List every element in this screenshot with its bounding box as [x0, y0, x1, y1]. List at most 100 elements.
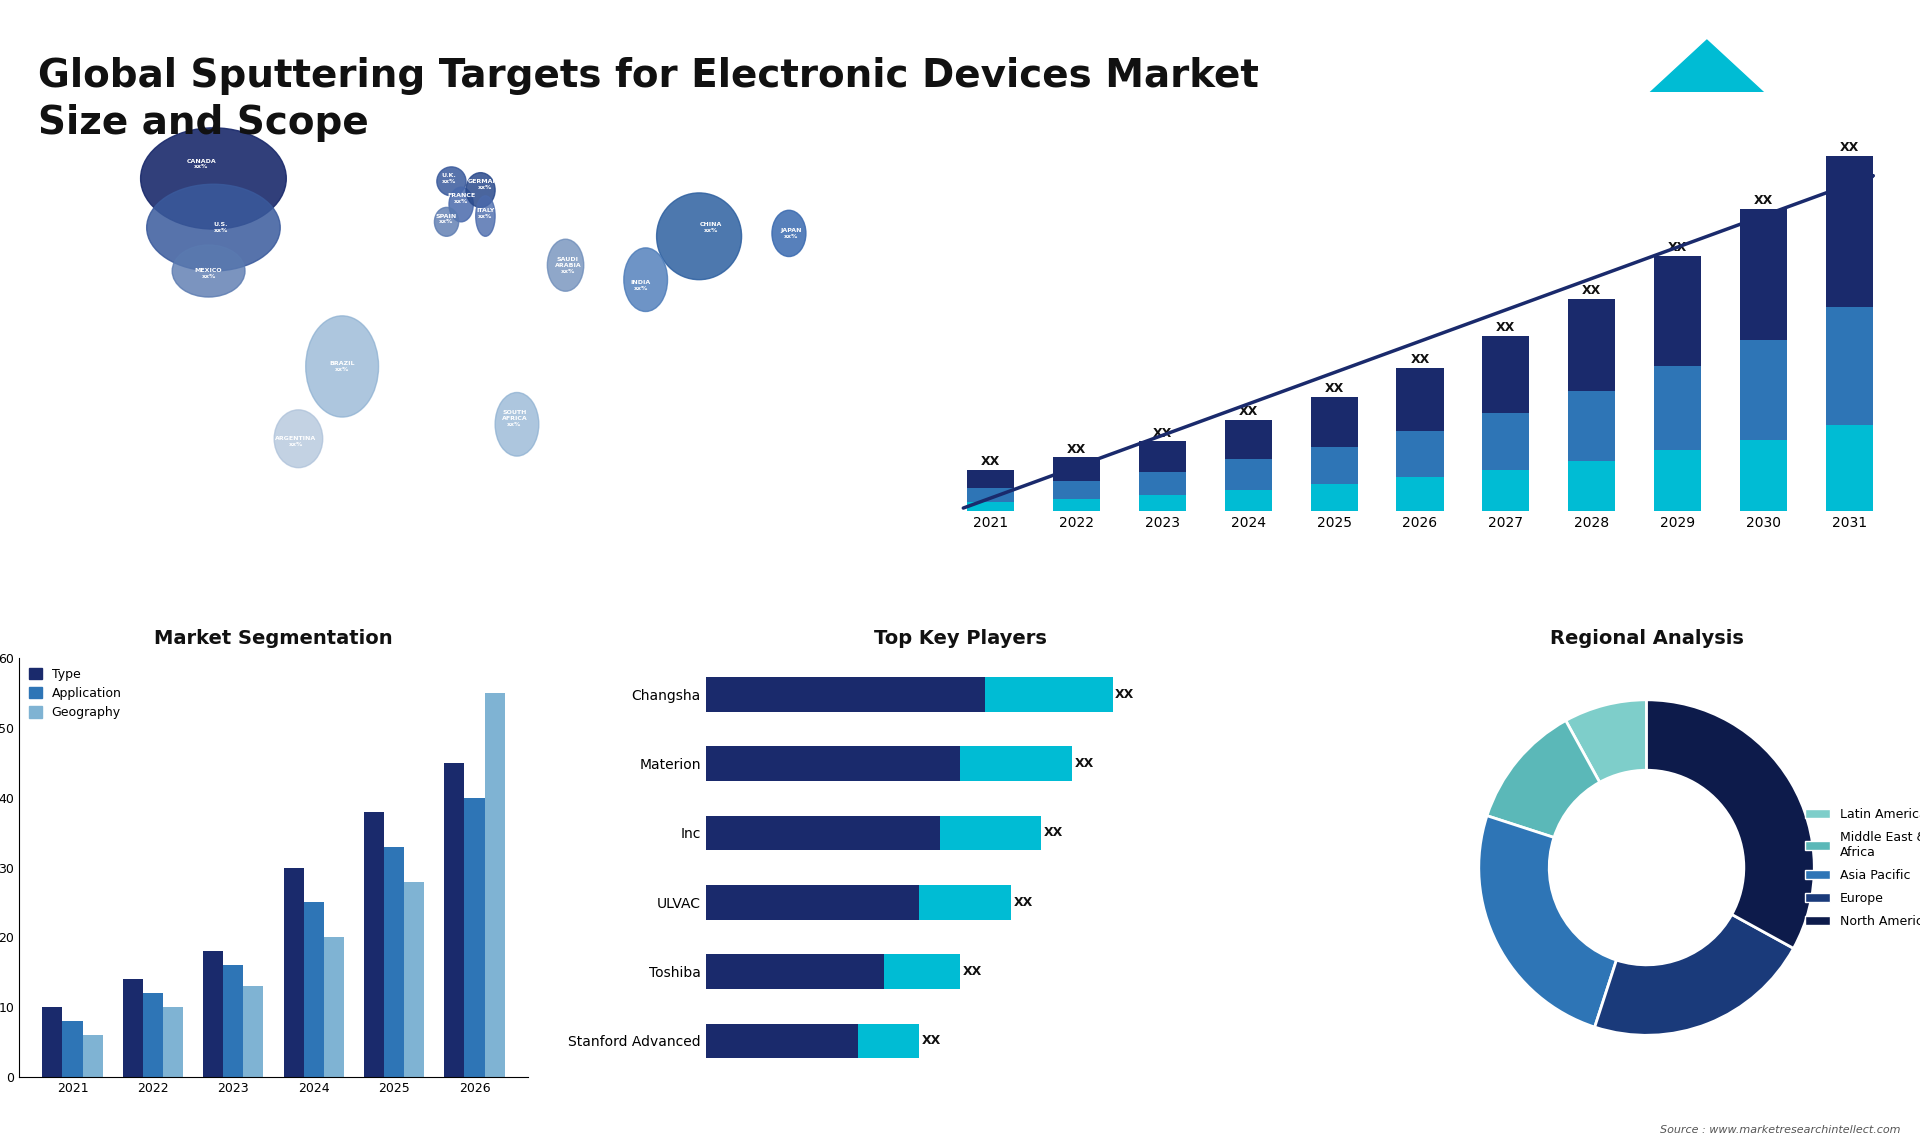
Ellipse shape [305, 316, 378, 417]
Wedge shape [1647, 700, 1814, 949]
Text: XX: XX [1325, 382, 1344, 395]
Bar [303, 903, 324, 1077]
Bar [204, 951, 223, 1077]
Bar [1311, 397, 1357, 447]
Bar [968, 470, 1014, 488]
Bar [1482, 413, 1530, 470]
Text: XX: XX [1753, 195, 1772, 207]
Bar [1052, 499, 1100, 511]
Bar [939, 816, 1041, 850]
Bar [960, 746, 1071, 780]
Ellipse shape [495, 392, 540, 456]
Text: Global Sputtering Targets for Electronic Devices Market
Size and Scope: Global Sputtering Targets for Electronic… [38, 57, 1260, 142]
Text: MEXICO
xx%: MEXICO xx% [194, 268, 223, 280]
Text: XX: XX [962, 965, 981, 978]
Bar [142, 994, 163, 1077]
Bar [1052, 480, 1100, 499]
Bar [244, 987, 263, 1077]
Bar [1482, 470, 1530, 511]
Ellipse shape [434, 207, 459, 236]
Ellipse shape [476, 196, 495, 236]
Bar [1396, 368, 1444, 431]
Bar [465, 798, 484, 1077]
Text: ITALY
xx%: ITALY xx% [476, 207, 495, 219]
Text: XX: XX [981, 455, 1000, 469]
Text: SAUDI
ARABIA
xx%: SAUDI ARABIA xx% [555, 257, 582, 274]
Text: XX: XX [1075, 758, 1094, 770]
Text: XX: XX [1839, 141, 1859, 154]
Bar [1139, 472, 1187, 495]
Bar [1826, 156, 1872, 307]
Text: INDIA
xx%: INDIA xx% [630, 280, 651, 291]
Bar [384, 847, 403, 1077]
Bar [1569, 461, 1615, 511]
Bar [1653, 367, 1701, 450]
Text: U.K.
xx%: U.K. xx% [442, 173, 457, 183]
Text: XX: XX [1044, 826, 1064, 839]
Bar [223, 965, 244, 1077]
Title: Market Segmentation: Market Segmentation [154, 629, 394, 647]
Bar [163, 1007, 182, 1077]
Text: XX: XX [1068, 442, 1087, 456]
Legend: Latin America, Middle East &
Africa, Asia Pacific, Europe, North America: Latin America, Middle East & Africa, Asi… [1799, 802, 1920, 933]
Bar [1482, 336, 1530, 413]
Text: XX: XX [1582, 284, 1601, 297]
Text: U.S.
xx%: U.S. xx% [213, 222, 228, 233]
Ellipse shape [438, 167, 467, 196]
Text: Source : www.marketresearchintellect.com: Source : www.marketresearchintellect.com [1661, 1124, 1901, 1135]
Bar [1311, 447, 1357, 485]
Ellipse shape [624, 248, 668, 312]
Ellipse shape [173, 245, 246, 297]
Wedge shape [1478, 816, 1617, 1027]
Text: FRANCE
xx%: FRANCE xx% [447, 194, 474, 204]
Bar [883, 955, 960, 989]
Bar [1740, 440, 1788, 511]
Bar [1311, 485, 1357, 511]
Bar [707, 677, 985, 712]
Bar [985, 677, 1112, 712]
Text: XX: XX [1496, 321, 1515, 335]
Bar [1653, 256, 1701, 367]
Ellipse shape [547, 240, 584, 291]
Polygon shape [1626, 40, 1788, 115]
Wedge shape [1596, 915, 1793, 1035]
Bar [1569, 299, 1615, 392]
Bar [63, 1021, 83, 1077]
Ellipse shape [772, 210, 806, 257]
Bar [284, 868, 303, 1077]
Text: XX: XX [1411, 353, 1430, 367]
Bar [1826, 425, 1872, 511]
Ellipse shape [449, 187, 472, 222]
Text: XX: XX [1238, 406, 1258, 418]
Legend: Type, Application, Geography: Type, Application, Geography [25, 664, 125, 723]
Bar [444, 763, 465, 1077]
Bar [1139, 441, 1187, 472]
Bar [1826, 307, 1872, 425]
Wedge shape [1486, 721, 1599, 838]
Ellipse shape [140, 128, 286, 229]
Bar [1396, 431, 1444, 477]
Bar [1052, 457, 1100, 480]
Bar [365, 811, 384, 1077]
Text: XX: XX [1116, 688, 1135, 700]
Bar [1653, 450, 1701, 511]
Ellipse shape [657, 193, 741, 280]
Wedge shape [1565, 700, 1647, 783]
Text: ARGENTINA
xx%: ARGENTINA xx% [275, 437, 317, 447]
Title: Top Key Players: Top Key Players [874, 629, 1046, 647]
Text: CANADA
xx%: CANADA xx% [186, 158, 217, 170]
Bar [324, 937, 344, 1077]
Ellipse shape [275, 410, 323, 468]
Text: JAPAN
xx%: JAPAN xx% [781, 228, 803, 238]
Bar [707, 746, 960, 780]
Bar [1396, 477, 1444, 511]
Bar [707, 885, 920, 919]
Text: CHINA
xx%: CHINA xx% [701, 222, 722, 233]
Bar [123, 980, 142, 1077]
Text: SOUTH
AFRICA
xx%: SOUTH AFRICA xx% [501, 410, 528, 426]
Bar [968, 488, 1014, 502]
Bar [920, 885, 1010, 919]
Text: GERMANY
xx%: GERMANY xx% [468, 179, 503, 189]
Bar [42, 1007, 63, 1077]
Bar [403, 881, 424, 1077]
